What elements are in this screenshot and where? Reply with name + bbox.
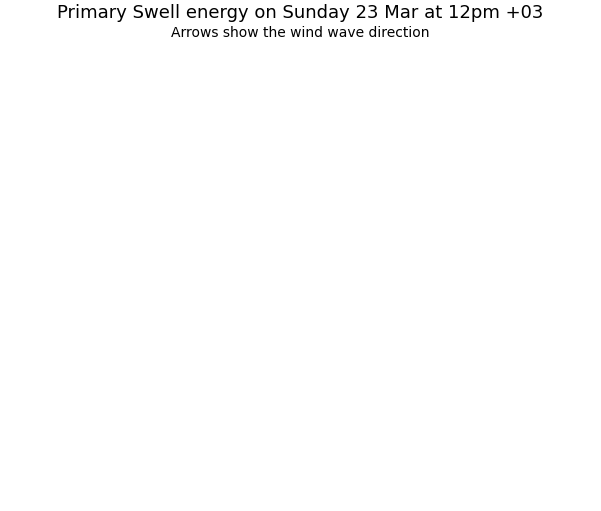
Text: Primary Swell energy on Sunday 23 Mar at 12pm +03: Primary Swell energy on Sunday 23 Mar at… <box>57 4 544 22</box>
Text: Map - Middle East Region
(Cartopy not available): Map - Middle East Region (Cartopy not av… <box>196 259 405 298</box>
Text: Arrows show the wind wave direction: Arrows show the wind wave direction <box>171 26 430 40</box>
